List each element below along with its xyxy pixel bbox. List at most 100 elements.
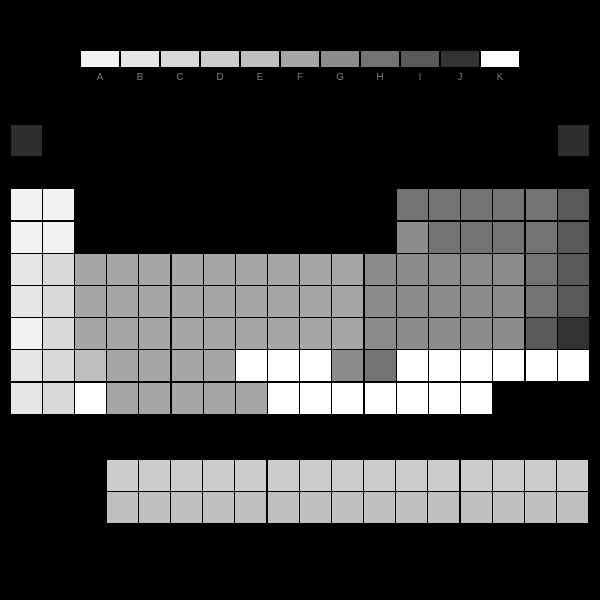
- element-cell: [429, 254, 460, 285]
- empty-cell: [461, 157, 492, 188]
- element-cell: [107, 350, 138, 381]
- element-cell: [107, 318, 138, 349]
- element-cell: [558, 254, 589, 285]
- element-cell: [332, 460, 363, 491]
- empty-cell: [236, 222, 267, 253]
- empty-cell: [332, 157, 363, 188]
- empty-cell: [107, 125, 138, 156]
- element-cell: [558, 125, 589, 156]
- element-cell: [236, 318, 267, 349]
- legend-swatch-A: [80, 50, 120, 68]
- empty-cell: [236, 415, 267, 446]
- element-cell: [525, 460, 556, 491]
- empty-cell: [172, 189, 203, 220]
- element-cell: [139, 350, 170, 381]
- element-cell: [268, 492, 299, 523]
- empty-cell: [397, 125, 428, 156]
- element-cell: [204, 286, 235, 317]
- element-cell: [75, 318, 106, 349]
- element-cell: [172, 286, 203, 317]
- empty-cell: [526, 415, 557, 446]
- element-cell: [107, 286, 138, 317]
- empty-cell: [558, 383, 589, 414]
- element-cell: [300, 492, 331, 523]
- legend-label: B: [120, 72, 160, 83]
- element-cell: [11, 286, 42, 317]
- element-cell: [525, 492, 556, 523]
- element-cell: [75, 254, 106, 285]
- element-cell: [526, 254, 557, 285]
- legend-swatch-E: [240, 50, 280, 68]
- empty-cell: [332, 125, 363, 156]
- element-cell: [461, 286, 492, 317]
- element-cell: [204, 383, 235, 414]
- element-cell: [365, 318, 396, 349]
- element-cell: [365, 383, 396, 414]
- element-cell: [558, 222, 589, 253]
- element-cell: [429, 189, 460, 220]
- element-cell: [365, 286, 396, 317]
- empty-cell: [107, 157, 138, 188]
- legend-swatch-J: [440, 50, 480, 68]
- empty-cell: [75, 415, 106, 446]
- legend-label: D: [200, 72, 240, 83]
- element-cell: [139, 318, 170, 349]
- empty-cell: [139, 157, 170, 188]
- legend-label: C: [160, 72, 200, 83]
- element-cell: [429, 318, 460, 349]
- element-cell: [493, 492, 524, 523]
- element-cell: [429, 222, 460, 253]
- empty-cell: [300, 415, 331, 446]
- element-cell: [107, 254, 138, 285]
- empty-cell: [558, 157, 589, 188]
- element-cell: [332, 350, 363, 381]
- element-cell: [300, 383, 331, 414]
- element-cell: [139, 254, 170, 285]
- element-cell: [461, 222, 492, 253]
- empty-cell: [75, 222, 106, 253]
- element-cell: [365, 350, 396, 381]
- empty-cell: [365, 415, 396, 446]
- element-cell: [558, 286, 589, 317]
- element-cell: [428, 460, 459, 491]
- element-cell: [107, 460, 138, 491]
- empty-cell: [204, 415, 235, 446]
- empty-cell: [139, 189, 170, 220]
- legend-label: H: [360, 72, 400, 83]
- empty-cell: [526, 125, 557, 156]
- empty-cell: [172, 157, 203, 188]
- legend-label: F: [280, 72, 320, 83]
- element-cell: [300, 318, 331, 349]
- legend-swatch-D: [200, 50, 240, 68]
- empty-cell: [107, 222, 138, 253]
- empty-cell: [236, 125, 267, 156]
- element-cell: [139, 460, 170, 491]
- element-cell: [526, 318, 557, 349]
- element-cell: [43, 222, 74, 253]
- element-cell: [364, 492, 395, 523]
- element-cell: [171, 460, 202, 491]
- empty-cell: [397, 415, 428, 446]
- element-cell: [493, 254, 524, 285]
- element-cell: [204, 254, 235, 285]
- empty-cell: [365, 222, 396, 253]
- element-cell: [235, 492, 266, 523]
- element-cell: [203, 460, 234, 491]
- legend-swatches: [80, 50, 520, 68]
- legend-label: A: [80, 72, 120, 83]
- element-cell: [11, 189, 42, 220]
- element-cell: [526, 286, 557, 317]
- empty-cell: [11, 157, 42, 188]
- element-cell: [107, 492, 138, 523]
- element-cell: [461, 254, 492, 285]
- empty-cell: [43, 125, 74, 156]
- element-cell: [461, 383, 492, 414]
- empty-cell: [461, 415, 492, 446]
- element-cell: [365, 254, 396, 285]
- element-cell: [493, 189, 524, 220]
- element-cell: [172, 383, 203, 414]
- element-cell: [268, 383, 299, 414]
- empty-cell: [365, 157, 396, 188]
- empty-cell: [300, 157, 331, 188]
- empty-cell: [429, 415, 460, 446]
